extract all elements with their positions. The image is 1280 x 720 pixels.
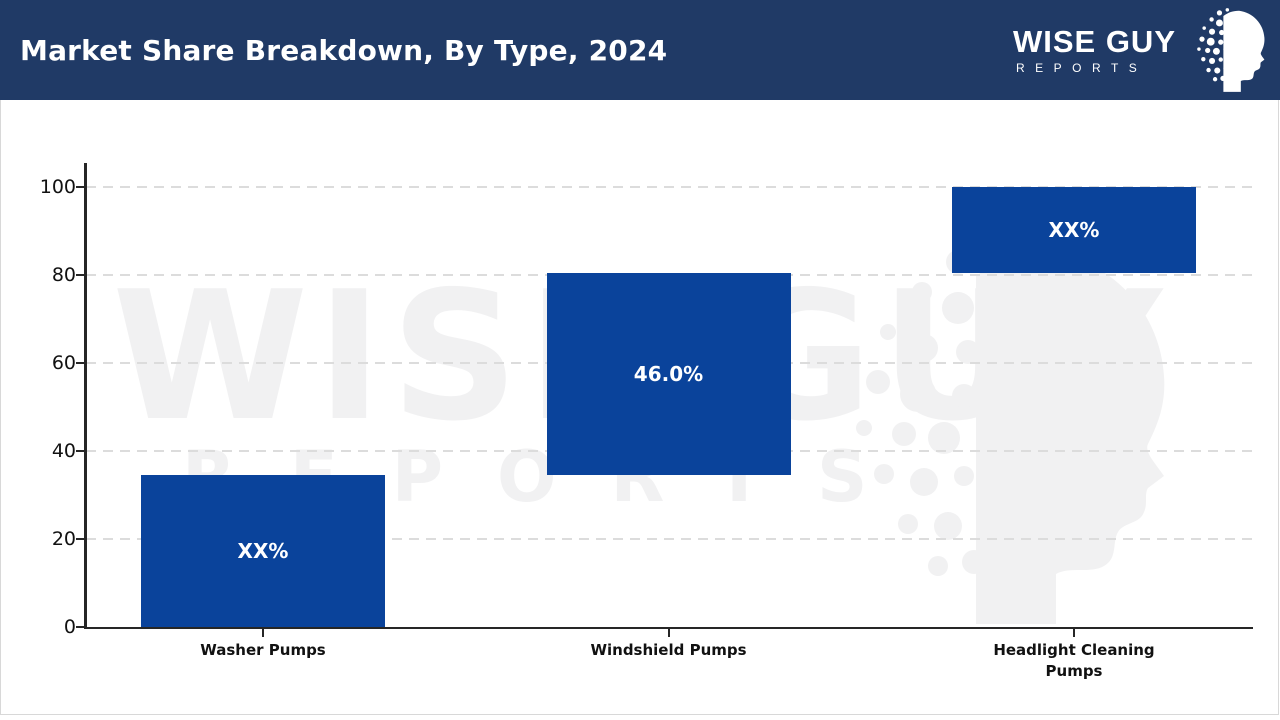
bar-headlight-cleaning-pumps: XX% [952, 187, 1196, 273]
y-tick [76, 538, 84, 540]
bar-value-label: XX% [1048, 217, 1100, 242]
bar-value-label: XX% [237, 539, 289, 564]
x-tick [262, 629, 264, 637]
wiseguy-logo: WISE GUY REPORTS [1013, 0, 1274, 100]
y-tick-label: 60 [51, 352, 76, 374]
bar-windshield-pumps: 46.0% [546, 272, 791, 476]
wiseguy-face-icon [1197, 8, 1265, 92]
y-tick [76, 186, 84, 188]
gridline-20 [86, 538, 1253, 540]
y-tick-label: 100 [39, 176, 76, 198]
logo-subtitle: REPORTS [1015, 61, 1148, 75]
x-category-label: Windshield Pumps [590, 641, 747, 659]
y-tick [76, 362, 84, 364]
y-tick-label: 20 [51, 528, 76, 550]
header: Market Share Breakdown, By Type, 2024 WI… [0, 0, 1280, 100]
y-tick-label: 40 [51, 440, 76, 462]
y-tick [76, 626, 84, 628]
logo-wordmark: WISE GUY [1012, 24, 1176, 59]
gridline-100 [86, 186, 1253, 188]
y-tick [76, 274, 84, 276]
x-category-label: Washer Pumps [200, 641, 326, 659]
y-tick [76, 450, 84, 452]
x-tick [667, 629, 670, 637]
logo-text: WISE GUY REPORTS [1013, 26, 1176, 74]
y-tick-label: 0 [63, 616, 76, 638]
page-title: Market Share Breakdown, By Type, 2024 [20, 33, 668, 67]
x-category-label: Headlight Cleaning Pumps [993, 641, 1155, 680]
bar-value-label: 46.0% [633, 361, 704, 386]
y-tick-label: 80 [51, 264, 76, 286]
bar-washer-pumps: XX% [141, 475, 385, 627]
x-tick [1073, 629, 1075, 637]
x-axis-line [84, 626, 1253, 629]
y-axis-line [84, 163, 87, 629]
